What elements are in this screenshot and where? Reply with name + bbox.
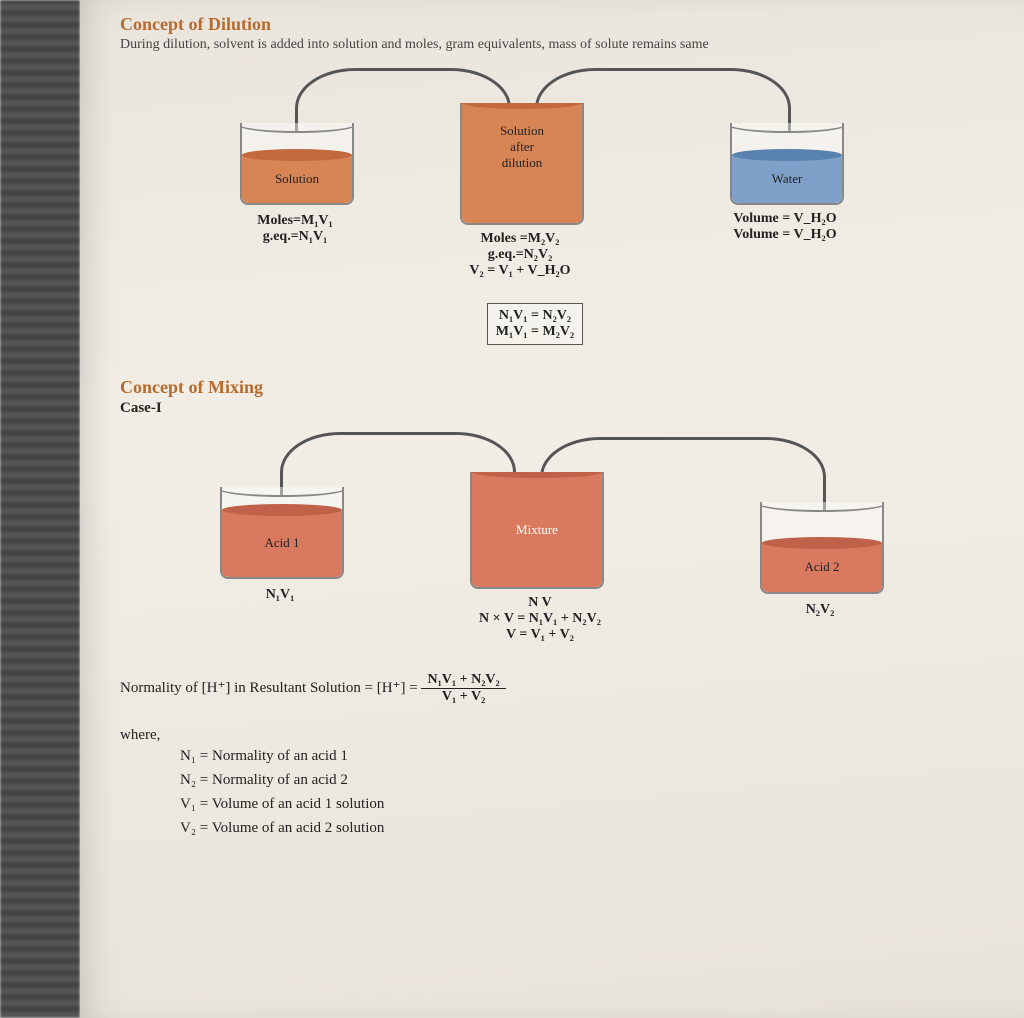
def-v2: V₂ = Volume of an acid 2 solution (180, 816, 984, 840)
definitions: N₁ = Normality of an acid 1 N₂ = Normali… (180, 744, 984, 840)
beaker2-eq1: Moles =M₂V₂ (430, 231, 610, 247)
box-line1: N₁V₁ = N₂V₂ (499, 308, 571, 323)
frac-den: V₁ + V₂ (421, 689, 505, 705)
beaker1-eq2: g.eq.=N₁V₁ (205, 229, 385, 245)
beaker-mixture: Mixture (470, 472, 604, 589)
liquid-acid2: Acid 2 (762, 543, 882, 593)
dilution-intro: During dilution, solvent is added into s… (120, 37, 984, 53)
mixing-diagram: Acid 1 N₁V₁ Mixture N V N × V = N₁V₁ + N… (120, 427, 984, 727)
dilution-heading: Concept of Dilution (120, 14, 984, 35)
beaker3-eq1: Volume = V_H₂O (695, 211, 875, 227)
page-content: Concept of Dilution During dilution, sol… (80, 0, 1024, 1018)
liquid-solution: Solution (242, 155, 352, 203)
acid1-eq: N₁V₁ (190, 587, 370, 603)
beaker2-equations: Moles =M₂V₂ g.eq.=N₂V₂ V₂ = V₁ + V_H₂O (430, 231, 610, 279)
where-label: where, (120, 727, 984, 744)
mixture-eq3: V = V₁ + V₂ (420, 627, 660, 643)
beaker3-eq2: Volume = V_H₂O (695, 227, 875, 243)
beaker-diluted: Solution after dilution (460, 103, 584, 225)
beaker-solution: Solution (240, 123, 354, 205)
frac-num: N₁V₁ + N₂V₂ (421, 672, 505, 689)
liquid-mixture: Mixture (472, 472, 602, 587)
liquid-water: Water (732, 155, 842, 203)
def-v1: V₁ = Volume of an acid 1 solution (180, 792, 984, 816)
beaker-acid2: Acid 2 (760, 502, 884, 594)
beaker-diluted-label: Solution after dilution (462, 123, 582, 171)
liquid-diluted: Solution after dilution (462, 103, 582, 223)
acid2-eq: N₂V₂ (730, 602, 910, 618)
beaker-water-label: Water (732, 171, 842, 187)
beaker-water: Water (730, 123, 844, 205)
beaker-acid1: Acid 1 (220, 487, 344, 579)
beaker-acid1-label: Acid 1 (222, 535, 342, 551)
normality-text: Normality of [H⁺] in Resultant Solution … (120, 680, 421, 696)
beaker2-eq2: g.eq.=N₂V₂ (430, 247, 610, 263)
dilution-diagram: Solution Moles=M₁V₁ g.eq.=N₁V₁ Solution … (120, 63, 984, 373)
beaker1-equations: Moles=M₁V₁ g.eq.=N₁V₁ (205, 213, 385, 245)
acid2-eq-text: N₂V₂ (730, 602, 910, 618)
box-line2: M₁V₁ = M₂V₂ (496, 324, 574, 339)
acid1-eq-text: N₁V₁ (190, 587, 370, 603)
beaker-acid2-label: Acid 2 (762, 559, 882, 575)
beaker1-eq1: Moles=M₁V₁ (205, 213, 385, 229)
beaker3-equations: Volume = V_H₂O Volume = V_H₂O (695, 211, 875, 243)
beaker-solution-label: Solution (242, 171, 352, 187)
mixture-equations: N V N × V = N₁V₁ + N₂V₂ V = V₁ + V₂ (420, 595, 660, 643)
normality-line: Normality of [H⁺] in Resultant Solution … (120, 672, 506, 705)
equation-box: N₁V₁ = N₂V₂ M₁V₁ = M₂V₂ (487, 303, 583, 345)
mixing-heading: Concept of Mixing (120, 377, 984, 398)
mixture-eq2: N × V = N₁V₁ + N₂V₂ (420, 611, 660, 627)
case-label: Case-I (120, 400, 984, 417)
def-n1: N₁ = Normality of an acid 1 (180, 744, 984, 768)
normality-fraction: N₁V₁ + N₂V₂ V₁ + V₂ (421, 672, 505, 705)
equation-box-wrapper: N₁V₁ = N₂V₂ M₁V₁ = M₂V₂ (460, 303, 610, 345)
liquid-acid1: Acid 1 (222, 510, 342, 578)
def-n2: N₂ = Normality of an acid 2 (180, 768, 984, 792)
beaker-mixture-label: Mixture (472, 522, 602, 538)
mixture-eq1: N V (420, 595, 660, 611)
beaker2-eq3: V₂ = V₁ + V_H₂O (430, 263, 610, 279)
book-binding (0, 0, 80, 1018)
